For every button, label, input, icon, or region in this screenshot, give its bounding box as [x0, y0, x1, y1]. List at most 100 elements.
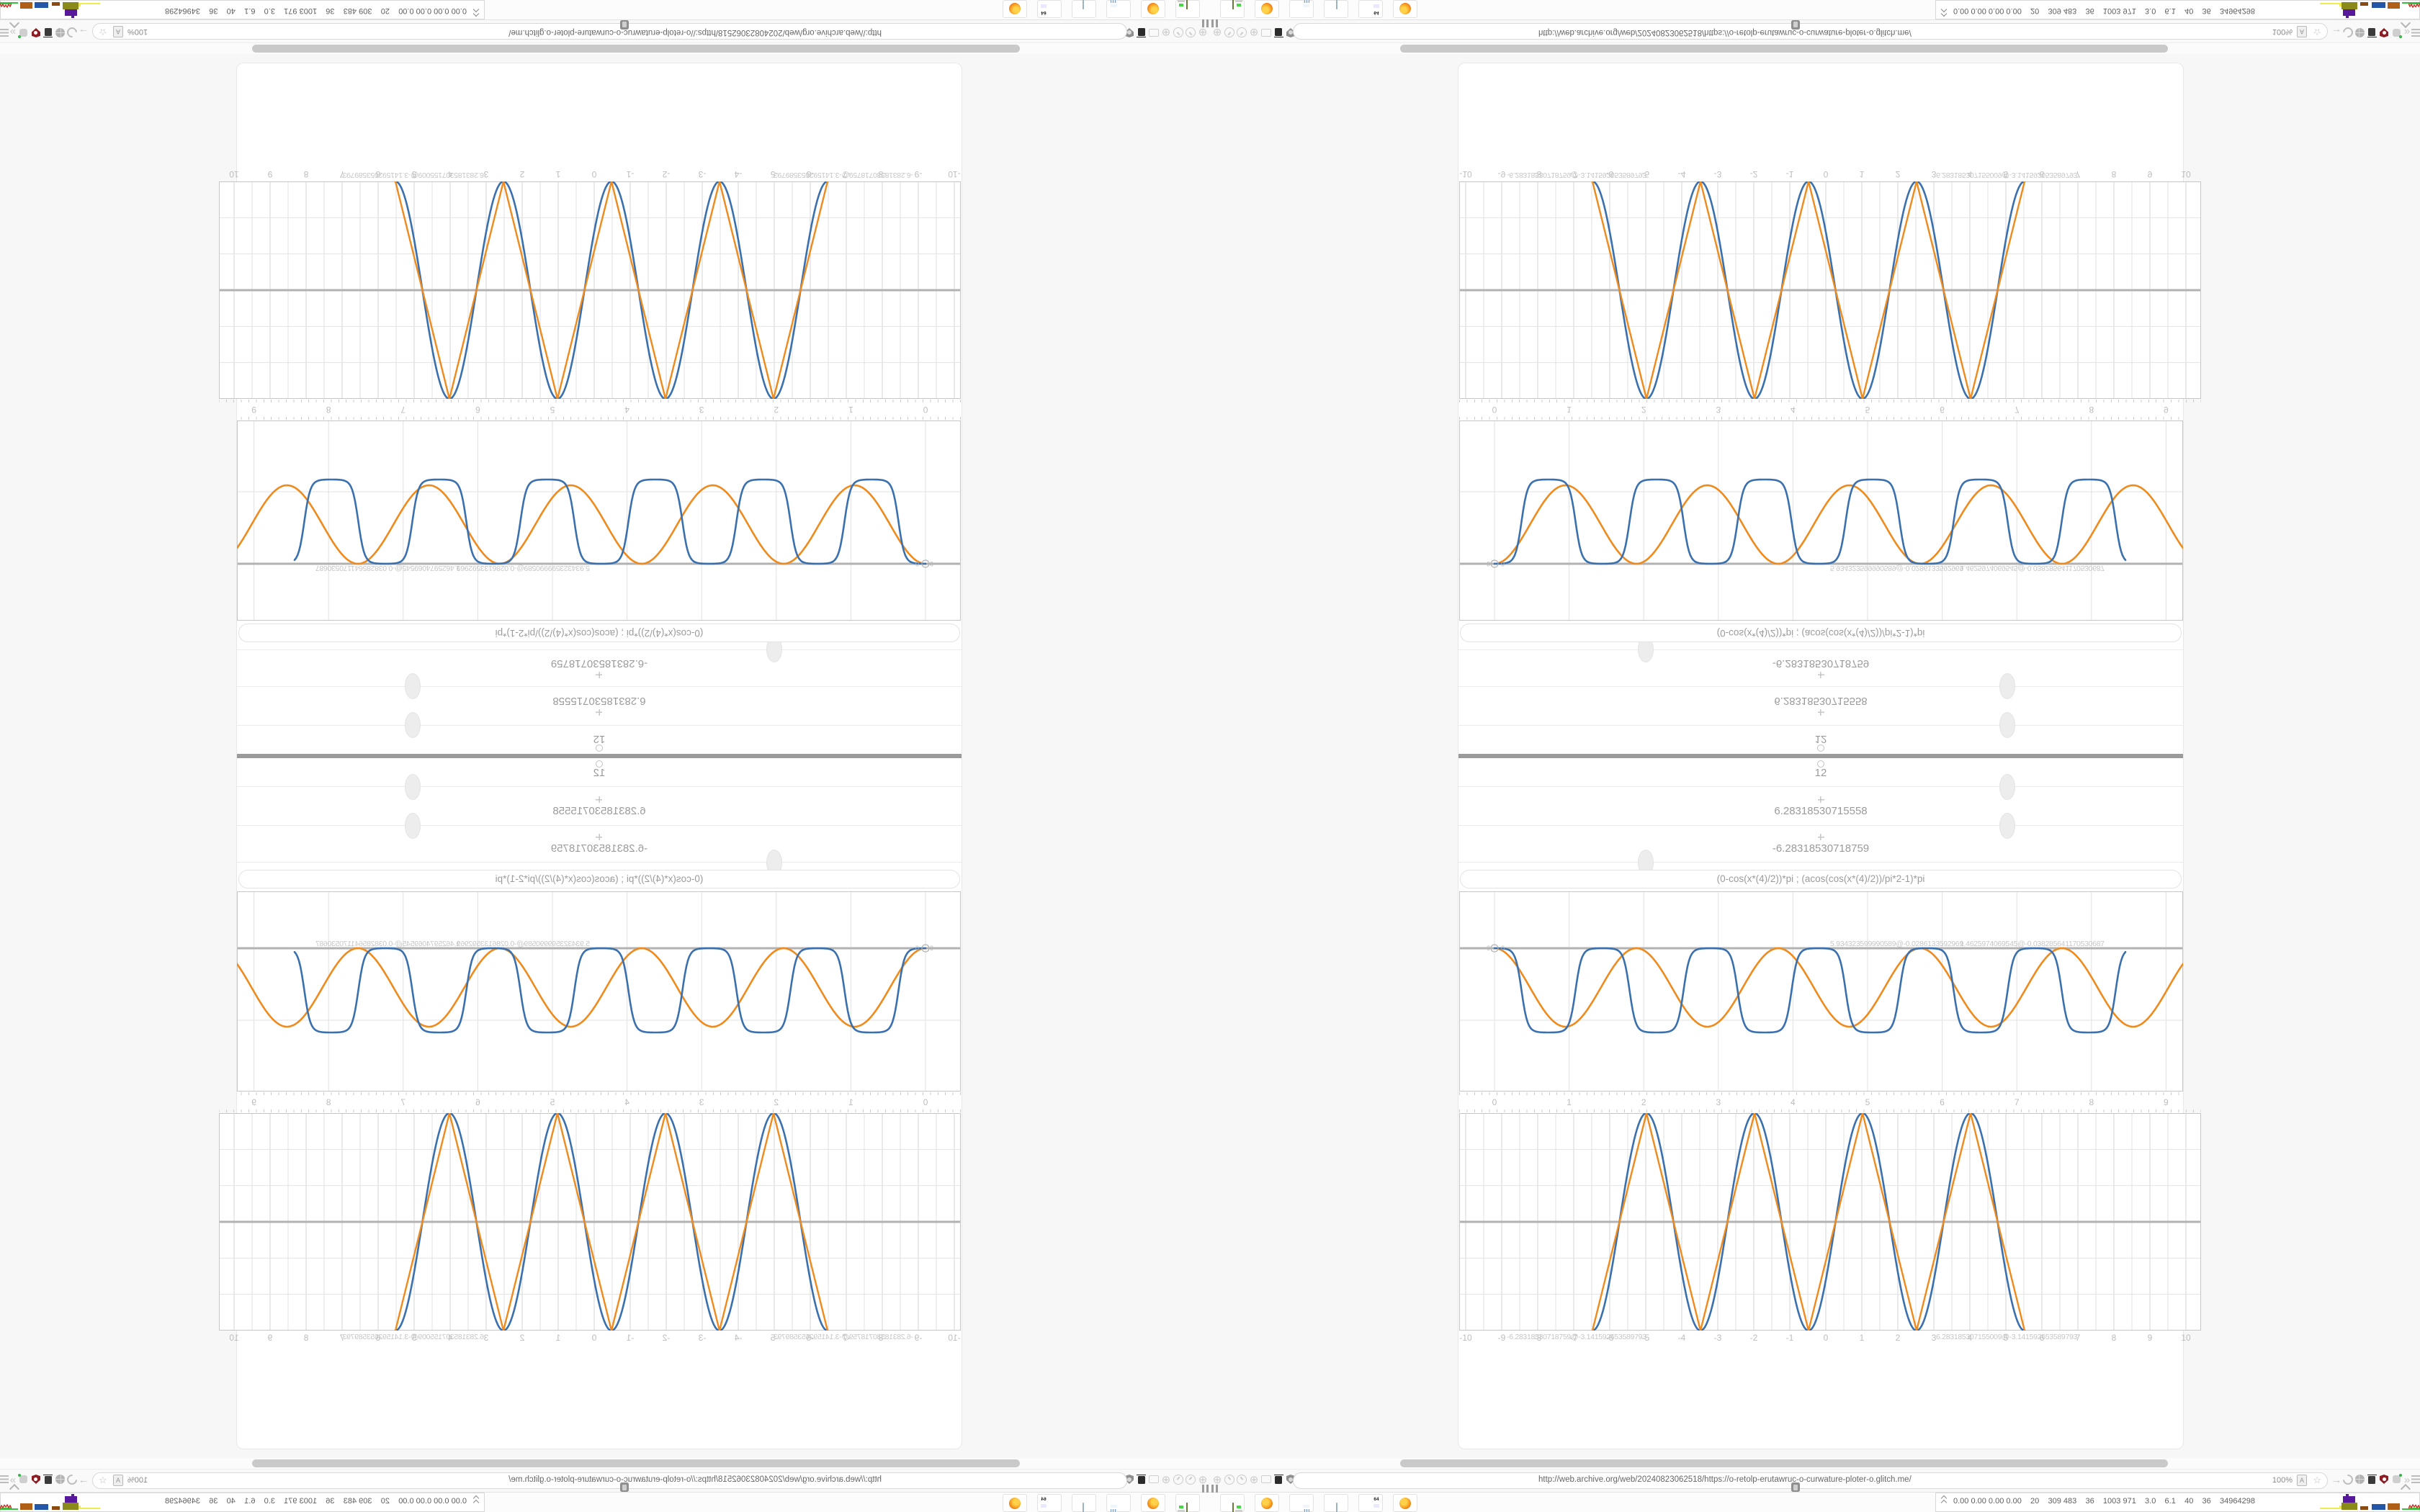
- launcher-firefox-icon[interactable]: [1141, 0, 1165, 18]
- launcher-firefox-icon[interactable]: [1393, 1494, 1417, 1512]
- gear-icon[interactable]: [596, 744, 603, 752]
- globe-grid-icon[interactable]: ⊕: [1212, 26, 1222, 38]
- launcher-firefox-icon[interactable]: [1003, 0, 1027, 18]
- slider-handle[interactable]: [1999, 813, 2015, 839]
- reload-icon[interactable]: [2341, 25, 2355, 40]
- launcher-terminal-icon[interactable]: [1220, 1494, 1245, 1512]
- trash-icon[interactable]: [2366, 27, 2378, 38]
- trash-icon[interactable]: [1136, 27, 1147, 38]
- formula-input[interactable]: (0-cos(x*(4)/2))*pi ; (acos(cos(x*(4)/2)…: [238, 624, 960, 642]
- launcher-floppy-64-icon[interactable]: 64: [1037, 1494, 1062, 1512]
- launcher-terminal-icon[interactable]: [1175, 0, 1200, 18]
- launcher-notepad-icon[interactable]: [1072, 1494, 1096, 1512]
- reader-mode-icon[interactable]: A: [113, 26, 123, 37]
- slider-handle[interactable]: [405, 712, 421, 738]
- trash-icon[interactable]: [1136, 1474, 1147, 1485]
- globe-icon[interactable]: [55, 1474, 66, 1485]
- slider-track[interactable]: [1458, 862, 2183, 863]
- launcher-floppy-64-icon[interactable]: 64: [1037, 0, 1062, 18]
- reader-mode-icon[interactable]: A: [2297, 1475, 2307, 1486]
- gauge-icon[interactable]: [1185, 27, 1196, 38]
- slider-track[interactable]: [1458, 786, 2183, 787]
- gear-icon[interactable]: [1817, 760, 1824, 768]
- reader-mode-icon[interactable]: A: [113, 1475, 123, 1486]
- scrollbar-thumb[interactable]: [252, 1459, 1020, 1467]
- menu-icon[interactable]: [2410, 1474, 2420, 1485]
- stepper-icon[interactable]: [1817, 672, 1824, 678]
- globe-icon[interactable]: [55, 27, 66, 38]
- thumbs-up-icon[interactable]: [18, 1474, 30, 1485]
- trash-icon[interactable]: [2366, 1474, 2378, 1485]
- folder-icon[interactable]: [1260, 1474, 1272, 1485]
- thumbs-up-icon[interactable]: [2390, 1474, 2402, 1485]
- globe-grid-icon[interactable]: ⊕: [1161, 1474, 1171, 1486]
- ublock-shield-icon[interactable]: [2378, 1474, 2390, 1485]
- pause-indicator-icon[interactable]: [1211, 1485, 1219, 1493]
- gauge-icon[interactable]: [1236, 1474, 1247, 1485]
- slider-track[interactable]: [1458, 825, 2183, 826]
- bookmark-star-icon[interactable]: ☆: [99, 27, 107, 37]
- slider-track[interactable]: [1458, 649, 2183, 650]
- zoom-level-badge[interactable]: 100%: [127, 27, 148, 36]
- scrollbar-thumb[interactable]: [252, 45, 1020, 53]
- trash-icon[interactable]: [1273, 1474, 1284, 1485]
- launcher-calculator-icon[interactable]: [1106, 1494, 1131, 1512]
- launcher-notepad-icon[interactable]: [1324, 1494, 1348, 1512]
- launcher-firefox-icon[interactable]: [1393, 0, 1417, 18]
- gauge-icon[interactable]: [1185, 1474, 1196, 1485]
- pause-indicator-icon[interactable]: [1201, 19, 1209, 27]
- pause-indicator-icon[interactable]: [1201, 1485, 1209, 1493]
- launcher-firefox-icon[interactable]: [1255, 1494, 1279, 1512]
- formula-input[interactable]: (0-cos(x*(4)/2))*pi ; (acos(cos(x*(4)/2)…: [1460, 870, 2182, 888]
- launcher-notepad-icon[interactable]: [1324, 0, 1348, 18]
- stepper-icon[interactable]: [596, 709, 603, 716]
- stepper-icon[interactable]: [596, 672, 603, 678]
- folder-icon[interactable]: [1148, 1474, 1160, 1485]
- monitor-chevrons-icon[interactable]: [472, 4, 480, 17]
- overflow-chevrons-icon[interactable]: »: [2403, 1474, 2411, 1486]
- monitor-chevrons-icon[interactable]: [1940, 4, 1948, 17]
- stepper-icon[interactable]: [1817, 709, 1824, 716]
- launcher-firefox-icon[interactable]: [1003, 1494, 1027, 1512]
- slider-track[interactable]: [237, 686, 962, 687]
- forward-arrow-icon[interactable]: →: [2331, 1474, 2342, 1486]
- globe-grid-icon[interactable]: ⊕: [1249, 26, 1259, 38]
- launcher-firefox-icon[interactable]: [1255, 0, 1279, 18]
- launcher-notepad-icon[interactable]: [1072, 0, 1096, 18]
- tab-favicon[interactable]: [1791, 1482, 1800, 1492]
- stepper-icon[interactable]: [1817, 834, 1824, 840]
- pause-indicator-icon[interactable]: [1211, 19, 1219, 27]
- forward-arrow-icon[interactable]: →: [2331, 26, 2342, 38]
- url-bar[interactable]: http://web.archive.org/web/2024082306251…: [92, 23, 1127, 40]
- scrollbar-thumb[interactable]: [1400, 1459, 2168, 1467]
- launcher-terminal-icon[interactable]: [1175, 1494, 1200, 1512]
- formula-input[interactable]: (0-cos(x*(4)/2))*pi ; (acos(cos(x*(4)/2)…: [1460, 624, 2182, 642]
- bookmark-star-icon[interactable]: ☆: [99, 1475, 107, 1485]
- gauge-icon[interactable]: [1224, 1474, 1235, 1485]
- url-bar[interactable]: http://web.archive.org/web/2024082306251…: [1293, 1472, 2328, 1489]
- ublock-shield-icon[interactable]: [2378, 27, 2390, 38]
- tab-favicon[interactable]: [1791, 20, 1800, 30]
- formula-input[interactable]: (0-cos(x*(4)/2))*pi ; (acos(cos(x*(4)/2)…: [238, 870, 960, 888]
- stepper-icon[interactable]: [1817, 796, 1824, 803]
- trash-icon[interactable]: [1273, 27, 1284, 38]
- launcher-calculator-icon[interactable]: [1106, 0, 1131, 18]
- gear-icon[interactable]: [1817, 744, 1824, 752]
- slider-track[interactable]: [1458, 725, 2183, 726]
- trash-icon[interactable]: [42, 1474, 54, 1485]
- globe-icon[interactable]: [2354, 27, 2365, 38]
- slider-track[interactable]: [237, 862, 962, 863]
- slider-handle[interactable]: [1999, 774, 2015, 800]
- launcher-firefox-icon[interactable]: [1141, 1494, 1165, 1512]
- globe-icon[interactable]: [2354, 1474, 2365, 1485]
- launcher-floppy-64-icon[interactable]: 64: [1358, 0, 1383, 18]
- bookmark-star-icon[interactable]: ☆: [2313, 1475, 2321, 1485]
- menu-icon[interactable]: [0, 1474, 10, 1485]
- trash-icon[interactable]: [42, 27, 54, 38]
- launcher-calculator-icon[interactable]: [1289, 1494, 1314, 1512]
- ublock-shield-icon[interactable]: [30, 27, 42, 38]
- zoom-level-badge[interactable]: 100%: [2272, 1476, 2293, 1485]
- tab-favicon[interactable]: [620, 1482, 629, 1492]
- reload-icon[interactable]: [2341, 1472, 2355, 1487]
- tab-favicon[interactable]: [620, 20, 629, 30]
